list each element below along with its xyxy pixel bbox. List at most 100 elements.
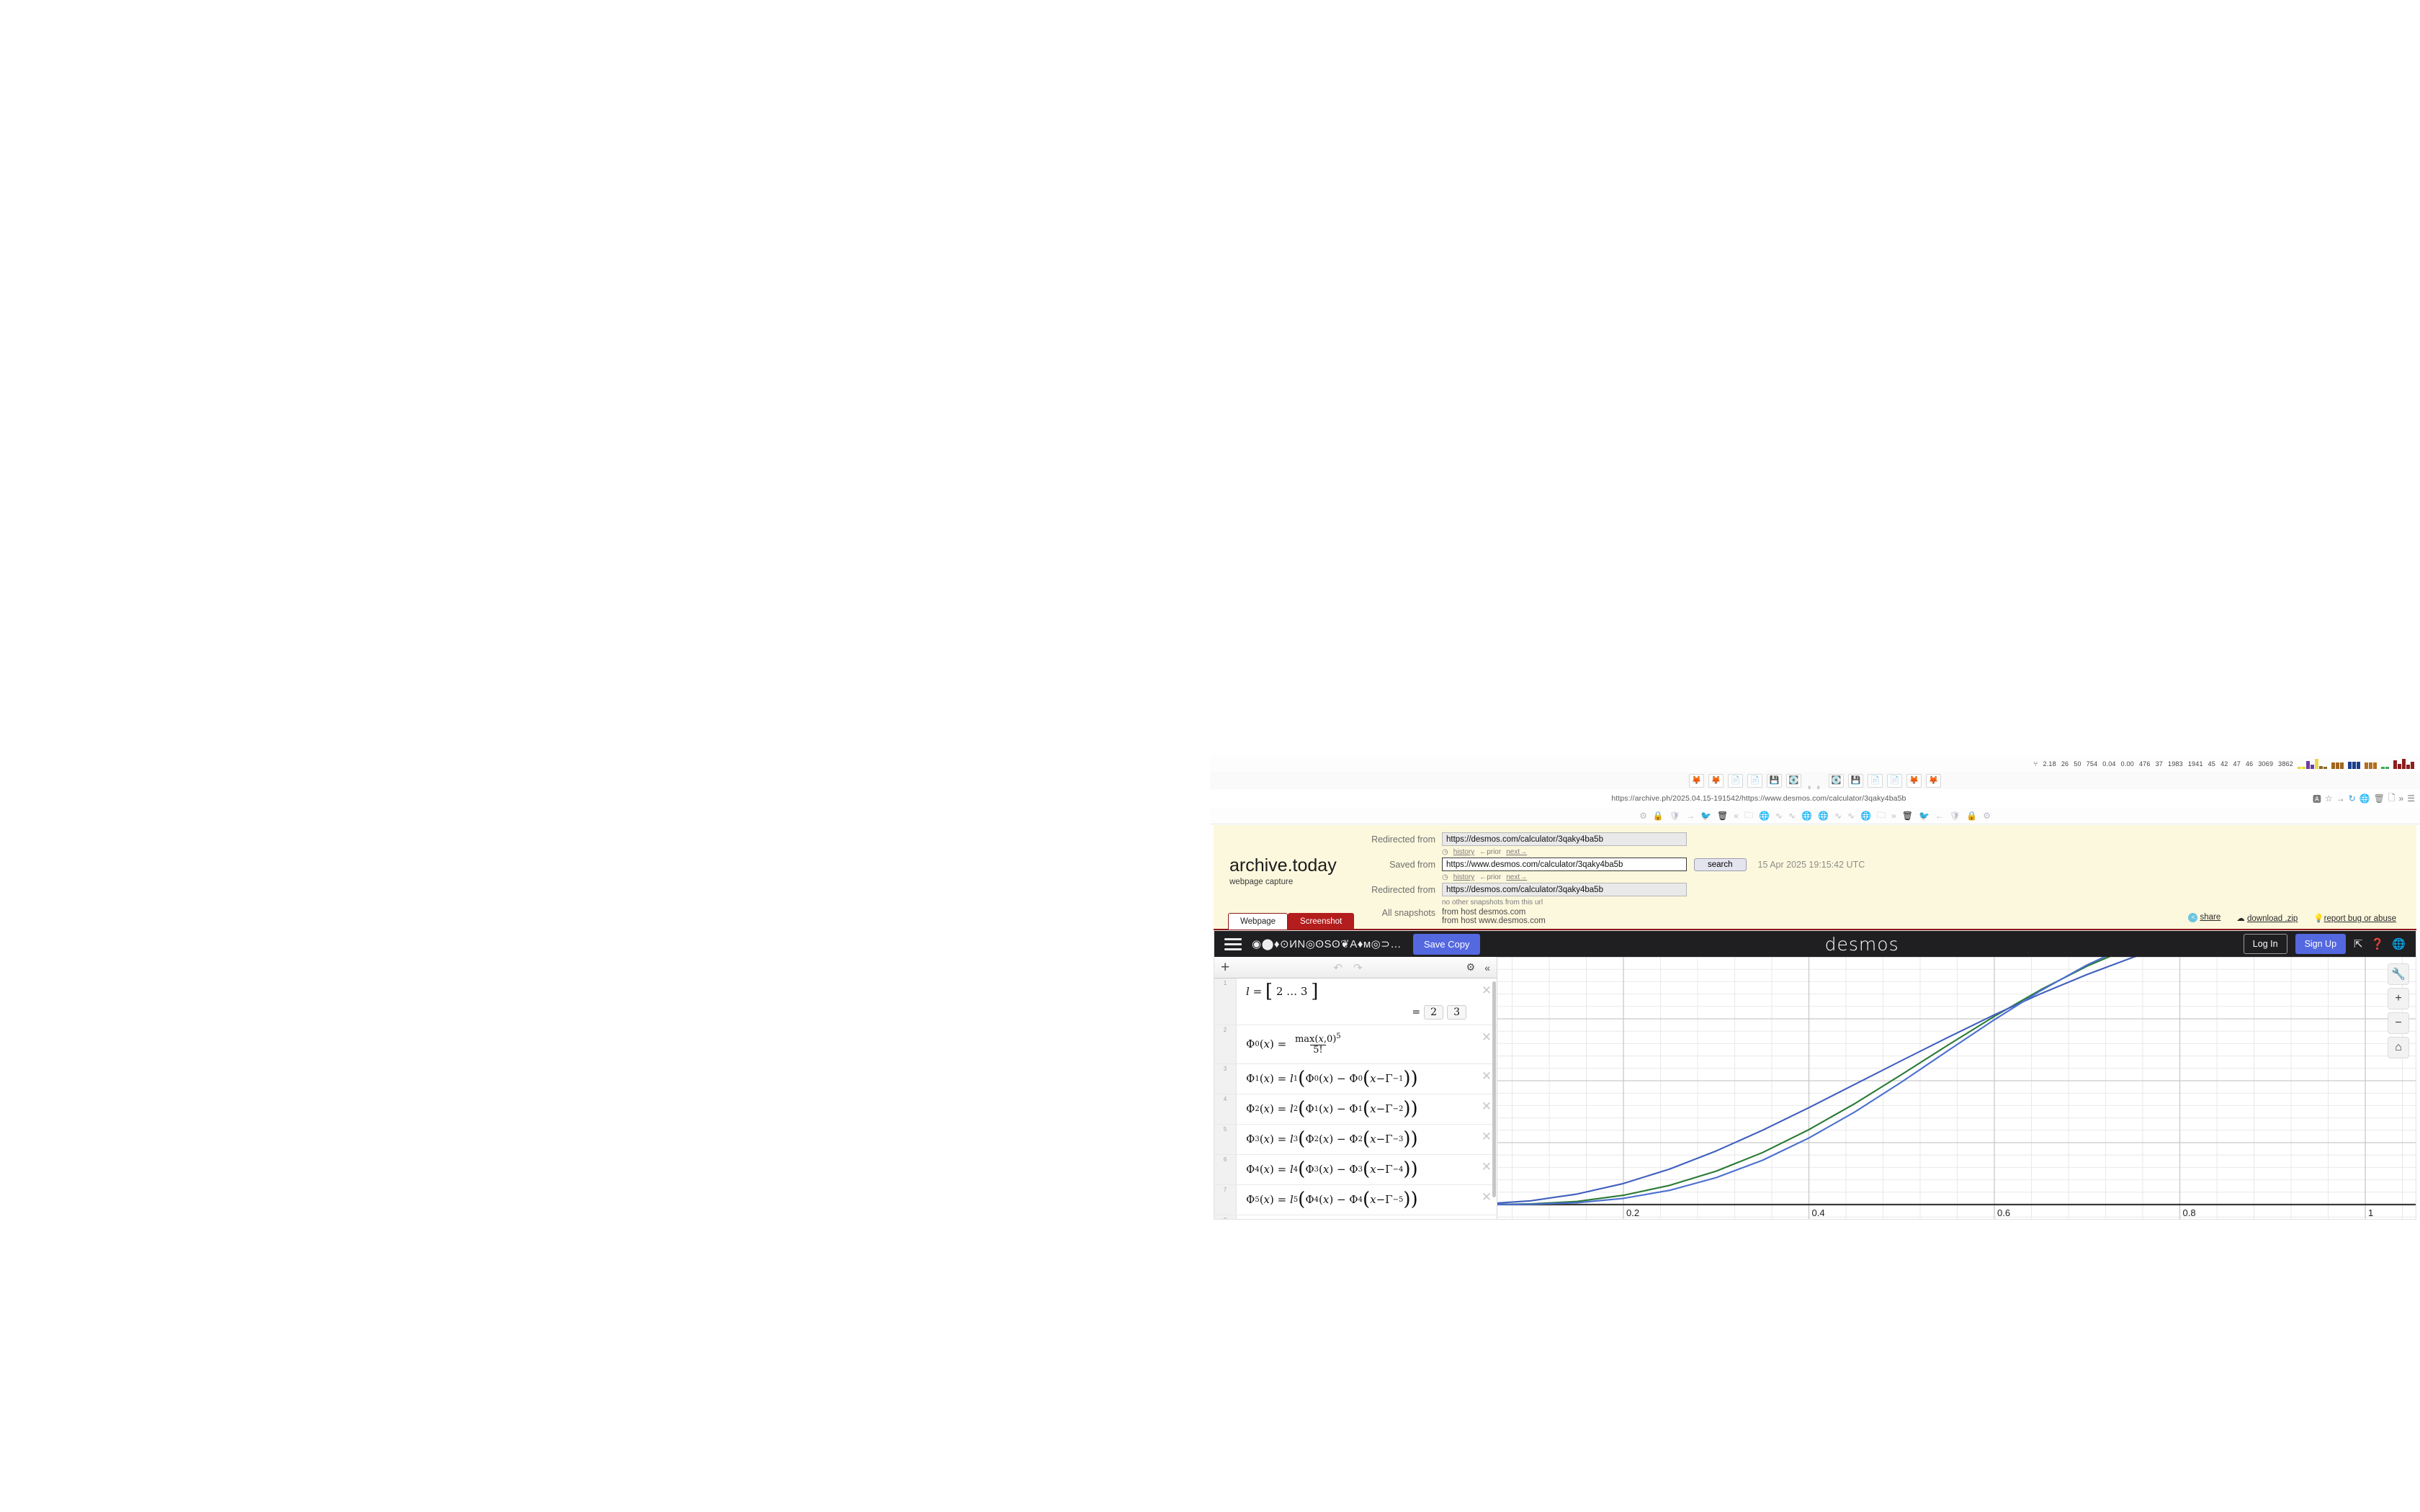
folder-icon-2[interactable]: 🗀 [1877, 809, 1886, 820]
expression-toolbar[interactable]: + ↶ ↷ ⚙ « [1214, 957, 1497, 978]
close-icon[interactable]: ✕ [1481, 984, 1492, 997]
taskbar-floppy-icon-2[interactable]: 💾 [1848, 773, 1863, 788]
bird-icon[interactable]: 🐦 [1700, 811, 1712, 821]
log-in-button[interactable]: Log In [2243, 934, 2287, 954]
archive-history-meta-2[interactable]: ◷ history ←prior next→ [1442, 873, 2003, 881]
chevron-double-icon[interactable]: » [2398, 793, 2404, 804]
expression-row[interactable]: 5 Φ 3(x) = l 3(Φ 2(x) − Φ 2(x −Γ −3)) ✕ [1214, 1124, 1497, 1155]
sign-up-button[interactable]: Sign Up [2295, 934, 2347, 954]
taskbar-firefox-icon-2[interactable]: 🦊 [1708, 773, 1724, 788]
archive-history-meta[interactable]: ◷ history ←prior next→ [1442, 848, 2003, 856]
history-link-2[interactable]: history [1453, 873, 1475, 881]
download-zip-link[interactable]: ☁ download .zip [2236, 914, 2298, 923]
document-title[interactable]: ◉⬤♦⊙ИN◎ʘSʘ❦A♦м◎⊃… [1252, 938, 1402, 950]
archive-action-links[interactable]: < share ☁ download .zip 💡report bug or ab… [2188, 913, 2396, 923]
taskbar-floppy-icon-1[interactable]: 💾 [1767, 773, 1782, 788]
prior-link[interactable]: ←prior [1479, 848, 1502, 856]
hamburger-icon[interactable] [1224, 937, 1242, 950]
report-bug-link[interactable]: 💡report bug or abuse [2313, 914, 2396, 923]
language-icon[interactable]: 🌐 [2392, 938, 2406, 950]
search-button[interactable]: search [1694, 858, 1747, 871]
wrench-icon[interactable]: 🔧 [2388, 963, 2409, 985]
history-link[interactable]: history [1453, 848, 1475, 856]
undo-icon[interactable]: ↶ [1333, 961, 1343, 974]
globe-icon-2[interactable]: 🌐 [1801, 811, 1812, 821]
close-icon[interactable]: ✕ [1481, 1159, 1492, 1174]
expression-row[interactable]: 7 Φ 5(x) = l 5(Φ 4(x) − Φ 4(x −Γ −5)) ✕ [1214, 1184, 1497, 1215]
close-icon[interactable]: ✕ [1481, 1129, 1492, 1143]
prior-link-2[interactable]: ←prior [1479, 873, 1502, 881]
redo-icon[interactable]: ↷ [1353, 961, 1363, 974]
chevron-double-right-icon[interactable]: » [1891, 811, 1896, 821]
share-icon[interactable]: ⇱ [2354, 938, 2363, 950]
close-icon[interactable]: ✕ [1481, 1068, 1492, 1083]
address-bar[interactable]: https://archive.ph/2025.04.15-191542/htt… [1611, 794, 1906, 803]
translate-icon[interactable]: 🅰 [2312, 793, 2321, 804]
globe-icon-1[interactable]: 🌐 [1758, 811, 1770, 821]
chevron-double-left-icon[interactable]: « [1734, 811, 1739, 821]
close-icon[interactable]: ✕ [1481, 1189, 1492, 1204]
path-icon-4[interactable]: ∿ [1847, 811, 1855, 821]
expression-latex[interactable]: Φ 1(x) = l 1(Φ 0(x) − Φ 0(x −Γ −1)) [1246, 1067, 1418, 1089]
expression-row[interactable]: 8 O(x) = Φ5( (x−Γ−6)l−1 ) ✕ [1214, 1215, 1497, 1219]
expression-latex[interactable]: Φ 2(x) = l 2(Φ 1(x) − Φ 1(x −Γ −2)) [1246, 1097, 1418, 1120]
expression-list[interactable]: 1 l = [ 2 … 3 ] = 2 3 [1214, 978, 1497, 1219]
url-bar-actions[interactable]: 🅰 ☆ → ↻ 🌐 🗑 🗋 » ☰ [2308, 791, 2420, 806]
bookmarks-bar[interactable]: ⚙ 🔒 🛡 → 🐦 🗑 « 🗀 🌐 ∿ ∿ 🌐 🌐 ∿ ∿ 🌐 🗀 » 🗑 [1210, 808, 2420, 824]
graph-canvas[interactable]: 🔧 + − ⌂ 0.2 0.4 0.6 0.8 1 [1497, 957, 2416, 1219]
expression-latex[interactable]: Φ 4(x) = l 4(Φ 3(x) − Φ 3(x −Γ −4)) [1246, 1158, 1418, 1180]
forward-icon[interactable]: → [2336, 793, 2345, 804]
undo-redo-group[interactable]: ↶ ↷ [1333, 961, 1362, 974]
pocket-icon[interactable]: 🗋 [2388, 792, 2396, 803]
archive-tabs[interactable]: Webpage Screenshot [1228, 913, 1355, 930]
path-icon-2[interactable]: ∿ [1788, 811, 1796, 821]
expression-latex[interactable]: Φ 5(x) = l 5(Φ 4(x) − Φ 4(x −Γ −5)) [1246, 1188, 1418, 1210]
gear-icon[interactable]: ⚙ [1466, 961, 1476, 973]
taskbar-firefox-icon-3[interactable]: 🦊 [1906, 773, 1922, 788]
path-icon-1[interactable]: ∿ [1775, 811, 1783, 821]
taskbar-notepad-icon-2[interactable]: 📄 [1747, 773, 1762, 788]
close-icon[interactable]: ✕ [1476, 1215, 1497, 1219]
taskbar-floppy-green-icon-2[interactable]: 💽 [1829, 773, 1844, 788]
star-icon[interactable]: ☆ [2324, 793, 2333, 804]
folder-icon[interactable]: 🗀 [1744, 809, 1753, 820]
expression-row[interactable]: 1 l = [ 2 … 3 ] = 2 3 [1214, 978, 1497, 1025]
menu-icon[interactable]: ☰ [2407, 793, 2415, 804]
expression-row[interactable]: 6 Φ 4(x) = l 4(Φ 3(x) − Φ 3(x −Γ −4)) ✕ [1214, 1154, 1497, 1185]
taskbar-floppy-green-icon-1[interactable]: 💽 [1786, 773, 1801, 788]
path-icon-3[interactable]: ∿ [1834, 811, 1842, 821]
lock-icon-2[interactable]: 🔒 [1966, 811, 1978, 821]
expression-row[interactable]: 2 Φ 0(x) = max(x,0)5 5! ✕ [1214, 1025, 1497, 1064]
zoom-out-icon[interactable]: − [2388, 1012, 2409, 1034]
expression-row[interactable]: 4 Φ 2(x) = l 2(Φ 1(x) − Φ 1(x −Γ −2)) ✕ [1214, 1094, 1497, 1125]
lock-icon[interactable]: 🔒 [1652, 811, 1664, 821]
shield-icon[interactable]: 🛡 [1669, 811, 1681, 821]
tab-webpage[interactable]: Webpage [1228, 913, 1289, 930]
save-copy-button[interactable]: Save Copy [1412, 933, 1481, 955]
bird-icon-2[interactable]: 🐦 [1918, 811, 1930, 821]
expression-latex[interactable]: O(x) = Φ5( (x−Γ−6)l−1 ) [1237, 1215, 1476, 1219]
taskbar-notepad-icon-3[interactable]: 📄 [1868, 773, 1883, 788]
expression-latex[interactable]: l = [ 2 … 3 ] [1246, 981, 1319, 1002]
container-icon[interactable]: 🗑 [2373, 793, 2385, 804]
arrow-right-icon[interactable]: → [1686, 811, 1695, 821]
expression-list-scrollbar[interactable] [1492, 981, 1496, 1197]
plus-icon[interactable]: + [1221, 959, 1230, 976]
globe-icon-4[interactable]: 🌐 [1860, 811, 1872, 821]
next-link[interactable]: next→ [1506, 848, 1528, 856]
globe-icon-3[interactable]: 🌐 [1818, 811, 1829, 821]
tab-screenshot[interactable]: Screenshot [1288, 913, 1355, 930]
share-link[interactable]: < share [2188, 913, 2220, 923]
trash-icon-2[interactable]: 🗑 [1901, 811, 1913, 821]
next-link-2[interactable]: next→ [1506, 873, 1528, 881]
home-icon[interactable]: ⌂ [2388, 1037, 2409, 1058]
help-icon[interactable]: ❓ [2370, 938, 2385, 950]
taskbar-firefox-icon-1[interactable]: 🦊 [1689, 773, 1704, 788]
taskbar[interactable]: 🦊 🦊 📄 📄 💾 💽 💽 💾 📄 📄 🦊 🦊 [1210, 772, 2420, 790]
taskbar-notepad-icon-4[interactable]: 📄 [1887, 773, 1902, 788]
graph-controls[interactable]: 🔧 + − ⌂ [2388, 963, 2409, 1058]
saved-from-input[interactable]: https://www.desmos.com/calculator/3qaky4… [1442, 858, 1687, 871]
desmos-header-actions[interactable]: Log In Sign Up ⇱ ❓ 🌐 [2243, 934, 2406, 954]
url-bar-row[interactable]: https://archive.ph/2025.04.15-191542/htt… [1210, 789, 2420, 809]
close-icon[interactable]: ✕ [1481, 1030, 1492, 1044]
